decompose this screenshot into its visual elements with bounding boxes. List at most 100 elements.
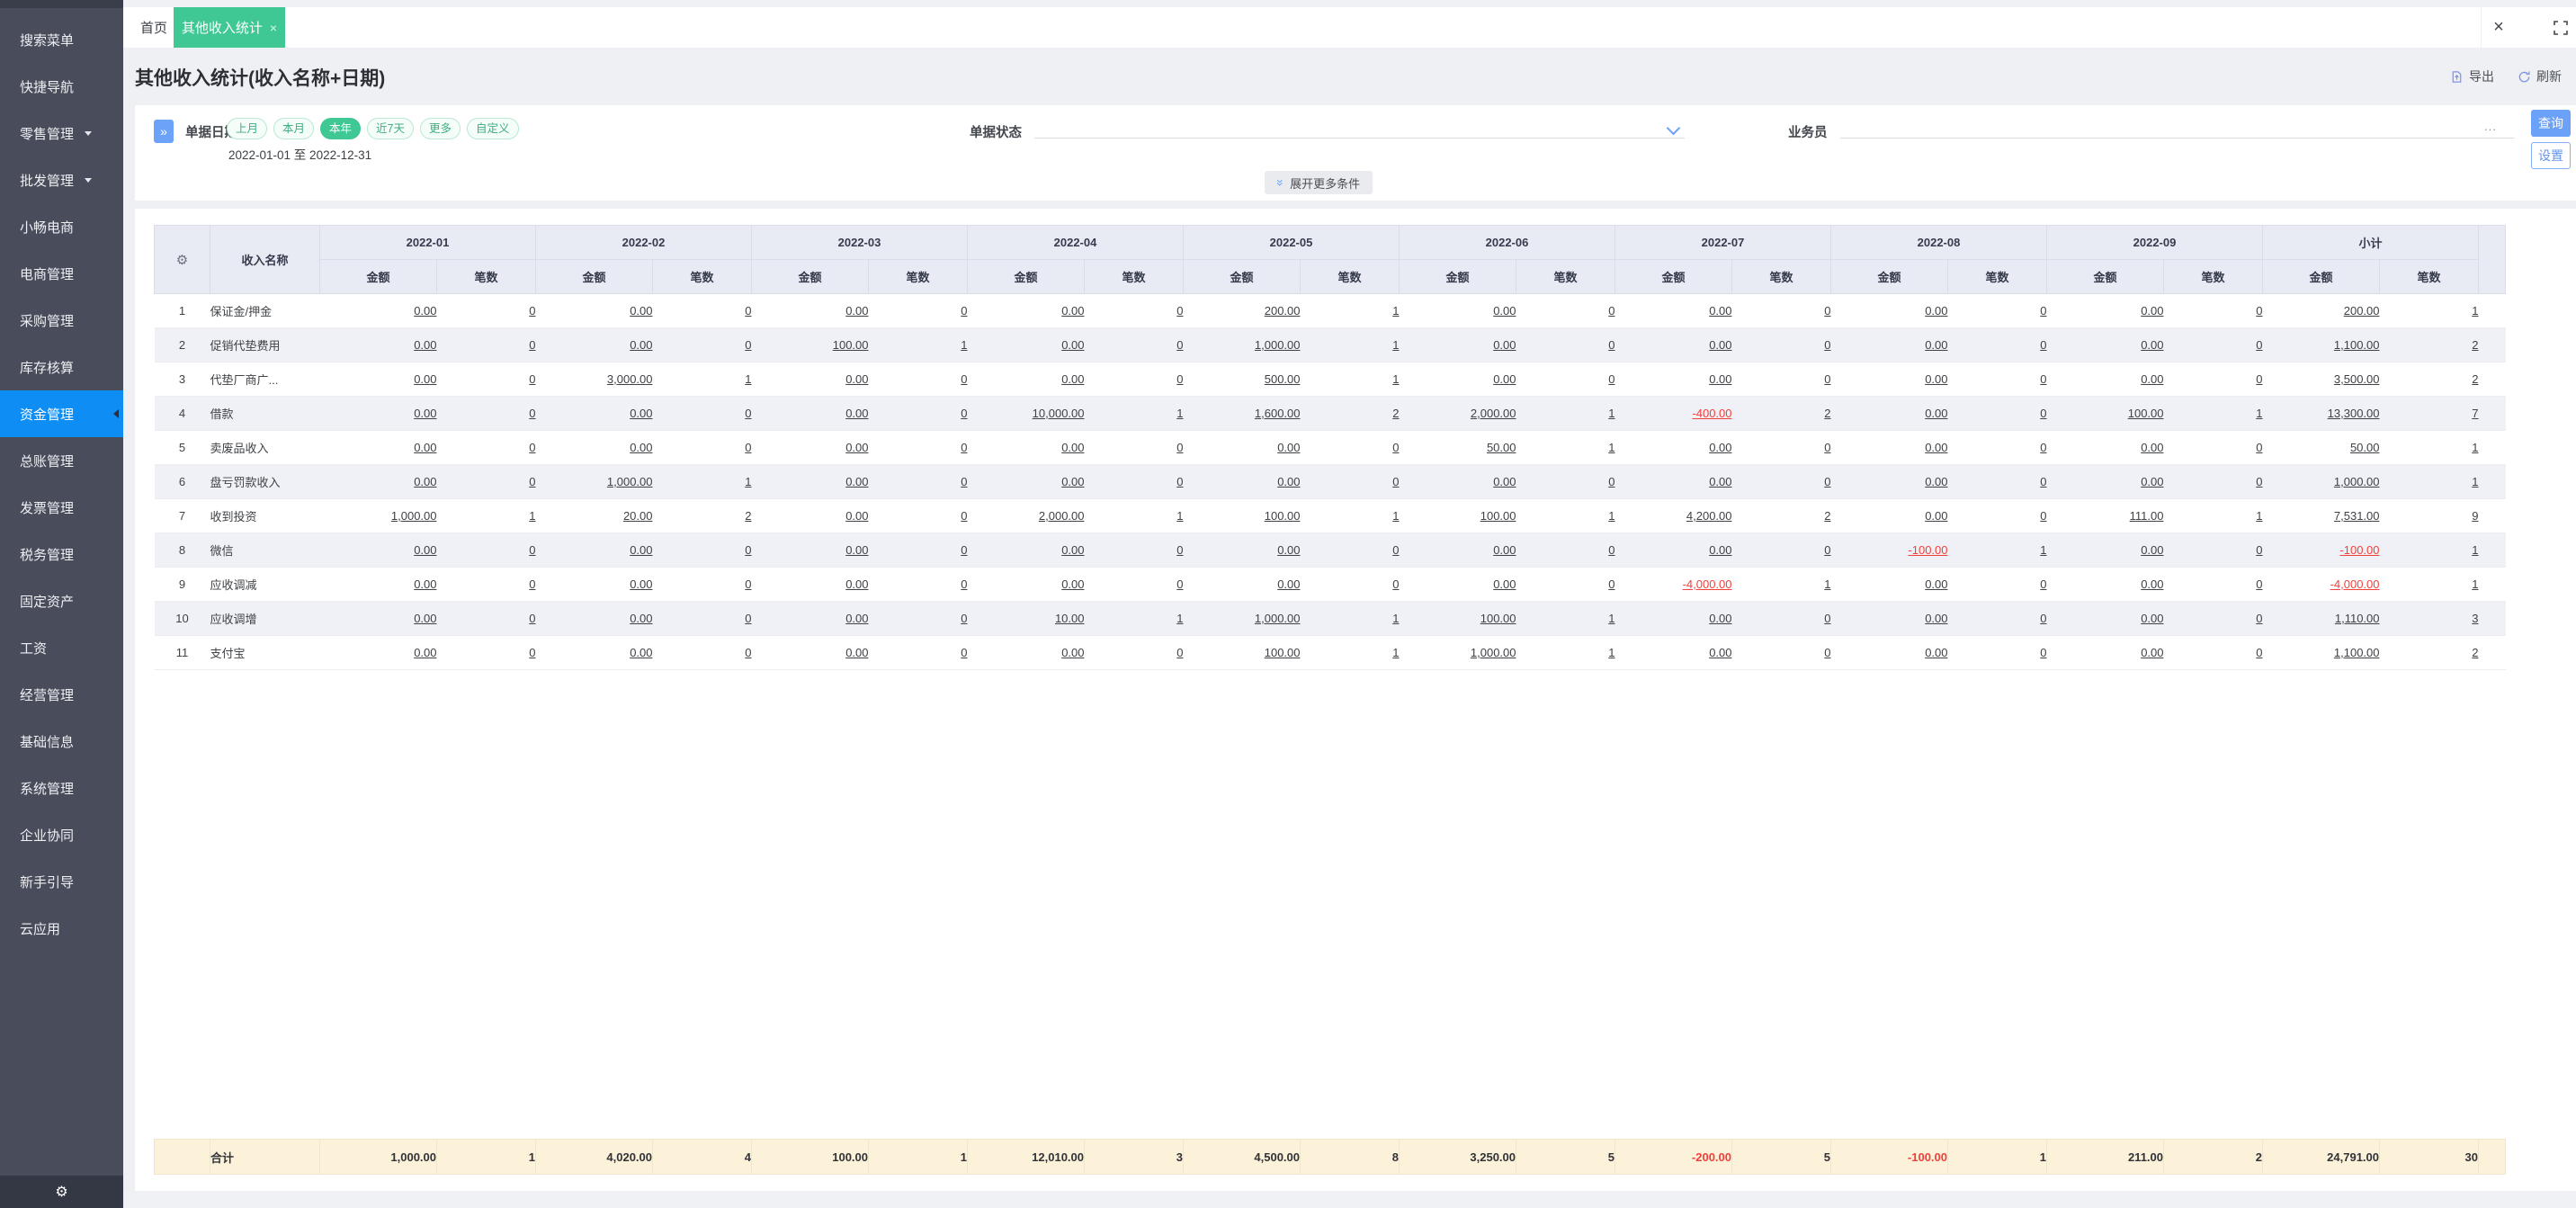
amount-link[interactable]: 1,000.00 xyxy=(2333,475,2380,488)
amount-link[interactable]: 100.00 xyxy=(1480,612,1516,625)
amount-link[interactable]: 0.00 xyxy=(414,543,437,557)
count-link[interactable]: 1 xyxy=(1392,304,1400,318)
count-link[interactable]: 2 xyxy=(1392,407,1400,420)
count-link[interactable]: 1 xyxy=(1392,372,1400,386)
count-link[interactable]: 3 xyxy=(2472,612,2479,625)
sidebar-item[interactable]: 云应用 xyxy=(0,905,123,952)
amount-link[interactable]: 500.00 xyxy=(1264,372,1301,386)
amount-link[interactable]: 0.00 xyxy=(414,304,437,318)
amount-link[interactable]: -4,000.00 xyxy=(1682,577,1732,591)
sidebar-item[interactable]: 新手引导 xyxy=(0,858,123,905)
amount-link[interactable]: 0.00 xyxy=(2141,372,2164,386)
count-link[interactable]: 0 xyxy=(1176,338,1184,352)
amount-link[interactable]: 0.00 xyxy=(630,407,653,420)
amount-link[interactable]: 200.00 xyxy=(2343,304,2380,318)
amount-link[interactable]: 0.00 xyxy=(1925,372,1948,386)
count-link[interactable]: 0 xyxy=(745,304,752,318)
count-link[interactable]: 1 xyxy=(1824,577,1831,591)
amount-link[interactable]: 0.00 xyxy=(1709,646,1732,659)
export-button[interactable]: 导出 xyxy=(2450,67,2494,85)
date-range-pill[interactable]: 自定义 xyxy=(467,118,519,139)
count-link[interactable]: 0 xyxy=(1608,304,1615,318)
amount-link[interactable]: 0.00 xyxy=(414,612,437,625)
gear-icon[interactable]: ⚙ xyxy=(175,252,189,268)
amount-link[interactable]: 0.00 xyxy=(414,441,437,454)
amount-link[interactable]: 100.00 xyxy=(2127,407,2164,420)
count-link[interactable]: 0 xyxy=(1176,372,1184,386)
count-link[interactable]: 2 xyxy=(2472,646,2479,659)
tab-close-icon[interactable]: × xyxy=(269,20,278,35)
count-link[interactable]: 0 xyxy=(745,612,752,625)
amount-link[interactable]: 0.00 xyxy=(1925,304,1948,318)
count-link[interactable]: 0 xyxy=(529,338,536,352)
amount-link[interactable]: 0.00 xyxy=(845,577,869,591)
count-link[interactable]: 0 xyxy=(1176,543,1184,557)
expand-more-conditions-button[interactable]: » 展开更多条件 xyxy=(1265,171,1373,194)
sidebar-item[interactable]: 工资 xyxy=(0,624,123,671)
amount-link[interactable]: 1,110.00 xyxy=(2334,612,2380,625)
count-link[interactable]: 2 xyxy=(2472,372,2479,386)
sidebar-item[interactable]: 小畅电商 xyxy=(0,203,123,250)
amount-link[interactable]: 100.00 xyxy=(832,338,869,352)
amount-link[interactable]: 0.00 xyxy=(1925,407,1948,420)
count-link[interactable]: 1 xyxy=(1392,612,1400,625)
fullscreen-icon[interactable] xyxy=(2549,7,2576,48)
amount-link[interactable]: 0.00 xyxy=(2141,543,2164,557)
count-link[interactable]: 0 xyxy=(745,407,752,420)
amount-link[interactable]: 2,000.00 xyxy=(1470,407,1516,420)
amount-link[interactable]: 1,600.00 xyxy=(1254,407,1301,420)
status-select[interactable] xyxy=(1034,114,1685,139)
count-link[interactable]: 0 xyxy=(2256,612,2263,625)
count-link[interactable]: 0 xyxy=(961,543,968,557)
count-link[interactable]: 0 xyxy=(2040,441,2047,454)
sidebar-item[interactable]: 总账管理 xyxy=(0,437,123,484)
amount-link[interactable]: 0.00 xyxy=(1709,612,1732,625)
amount-link[interactable]: 0.00 xyxy=(2141,475,2164,488)
count-link[interactable]: 0 xyxy=(529,475,536,488)
count-link[interactable]: 0 xyxy=(961,509,968,523)
refresh-button[interactable]: 刷新 xyxy=(2518,67,2562,85)
count-link[interactable]: 0 xyxy=(1392,543,1400,557)
count-link[interactable]: 0 xyxy=(961,577,968,591)
date-range-pill[interactable]: 本月 xyxy=(273,118,315,139)
count-link[interactable]: 0 xyxy=(961,612,968,625)
count-link[interactable]: 0 xyxy=(529,441,536,454)
amount-link[interactable]: 1,100.00 xyxy=(2333,338,2380,352)
count-link[interactable]: 0 xyxy=(2256,441,2263,454)
salesman-input[interactable] xyxy=(1840,114,2514,139)
count-link[interactable]: 0 xyxy=(529,612,536,625)
count-link[interactable]: 0 xyxy=(1176,577,1184,591)
count-link[interactable]: 0 xyxy=(529,577,536,591)
count-link[interactable]: 0 xyxy=(961,304,968,318)
count-link[interactable]: 0 xyxy=(1608,543,1615,557)
count-link[interactable]: 1 xyxy=(1176,407,1184,420)
amount-link[interactable]: 0.00 xyxy=(1493,304,1516,318)
count-link[interactable]: 0 xyxy=(1824,475,1831,488)
sidebar-item[interactable]: 快捷导航 xyxy=(0,63,123,110)
amount-link[interactable]: -100.00 xyxy=(1908,543,1948,557)
amount-link[interactable]: 0.00 xyxy=(1925,577,1948,591)
amount-link[interactable]: 100.00 xyxy=(1264,646,1301,659)
count-link[interactable]: 0 xyxy=(961,646,968,659)
count-link[interactable]: 0 xyxy=(2256,543,2263,557)
amount-link[interactable]: 0.00 xyxy=(1925,612,1948,625)
date-range-pill[interactable]: 本年 xyxy=(320,118,362,139)
count-link[interactable]: 0 xyxy=(1176,441,1184,454)
count-link[interactable]: 1 xyxy=(1608,441,1615,454)
amount-link[interactable]: 0.00 xyxy=(845,441,869,454)
amount-link[interactable]: 0.00 xyxy=(414,407,437,420)
amount-link[interactable]: 2,000.00 xyxy=(1038,509,1085,523)
sidebar-item[interactable]: 零售管理 xyxy=(0,110,123,157)
count-link[interactable]: 0 xyxy=(2040,509,2047,523)
amount-link[interactable]: -4,000.00 xyxy=(2330,577,2380,591)
count-link[interactable]: 0 xyxy=(1608,338,1615,352)
gear-icon[interactable]: ⚙ xyxy=(55,1185,68,1200)
count-link[interactable]: 1 xyxy=(2472,441,2479,454)
amount-link[interactable]: 0.00 xyxy=(2141,338,2164,352)
amount-link[interactable]: 0.00 xyxy=(414,372,437,386)
sidebar-item[interactable]: 固定资产 xyxy=(0,577,123,624)
count-link[interactable]: 0 xyxy=(745,543,752,557)
count-link[interactable]: 1 xyxy=(745,372,752,386)
count-link[interactable]: 0 xyxy=(745,441,752,454)
amount-link[interactable]: 0.00 xyxy=(1277,577,1301,591)
